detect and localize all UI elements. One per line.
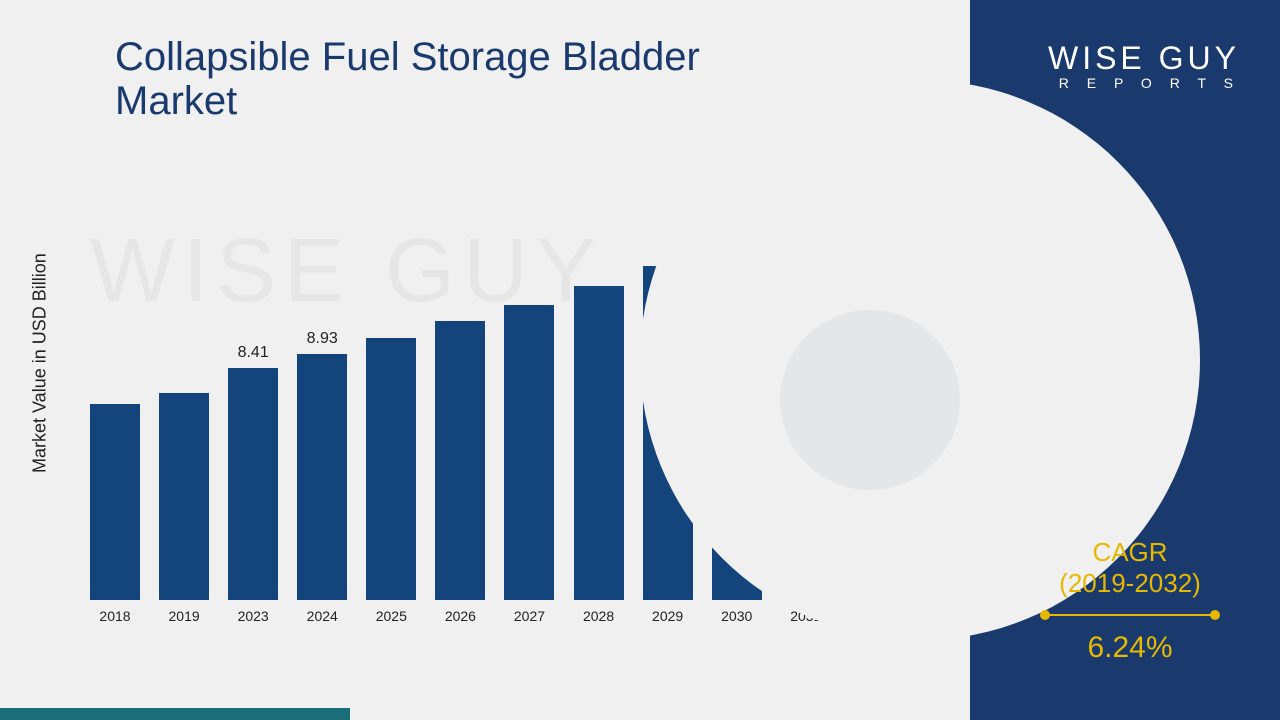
chart-title: Collapsible Fuel Storage Bladder Market: [115, 35, 815, 123]
bar-wrap: [159, 369, 209, 600]
bar: [159, 393, 209, 600]
x-axis-tick-label: 2030: [712, 608, 762, 624]
x-axis-tick-label: 2024: [297, 608, 347, 624]
x-axis-tick-label: 2019: [159, 608, 209, 624]
x-axis-tick-label: 2027: [504, 608, 554, 624]
bar: [574, 286, 624, 600]
x-axis-tick-label: 2028: [574, 608, 624, 624]
watermark-head-icon: [720, 280, 1020, 580]
x-axis-tick-label: 2025: [366, 608, 416, 624]
bar: [90, 404, 140, 600]
cagr-value: 6.24%: [1015, 631, 1245, 665]
x-axis-tick-label: 2023: [228, 608, 278, 624]
x-axis-tick-label: 2018: [90, 608, 140, 624]
logo-sub: R E P O R T S: [1048, 75, 1240, 91]
bar-value-label: 8.93: [307, 330, 338, 350]
bar: [366, 338, 416, 600]
cagr-title: CAGR (2019-2032): [1015, 537, 1245, 599]
cagr-title-line1: CAGR: [1092, 537, 1167, 567]
bar-wrap: 8.41: [228, 344, 278, 600]
bar-wrap: 8.93: [297, 330, 347, 600]
x-axis-tick-label: 2026: [435, 608, 485, 624]
y-axis-label: Market Value in USD Billion: [30, 253, 51, 473]
bar: [435, 321, 485, 600]
bar: [297, 354, 347, 600]
cagr-title-line2: (2019-2032): [1059, 568, 1201, 598]
x-labels: 2018 2019 2023 2024 2025 2026 2027 2028 2029 2030…: [90, 608, 900, 624]
x-axis-tick-label: 2029: [643, 608, 693, 624]
logo: WISE GUY R E P O R T S: [1048, 40, 1240, 91]
bar-wrap: [90, 380, 140, 600]
bar-wrap: [574, 262, 624, 600]
bar-wrap: [504, 281, 554, 600]
bar-wrap: [435, 297, 485, 600]
bar: [228, 368, 278, 600]
bar: [504, 305, 554, 600]
bar-value-label: 8.41: [238, 344, 269, 364]
side-panel: WISE GUY R E P O R T S CAGR (2019-2032) …: [970, 0, 1280, 720]
cagr-box: CAGR (2019-2032) 6.24%: [1015, 537, 1245, 665]
bottom-accent-bar: [0, 708, 350, 720]
logo-main: WISE GUY: [1048, 40, 1240, 77]
bar-wrap: [366, 314, 416, 600]
cagr-divider: [1045, 614, 1215, 616]
